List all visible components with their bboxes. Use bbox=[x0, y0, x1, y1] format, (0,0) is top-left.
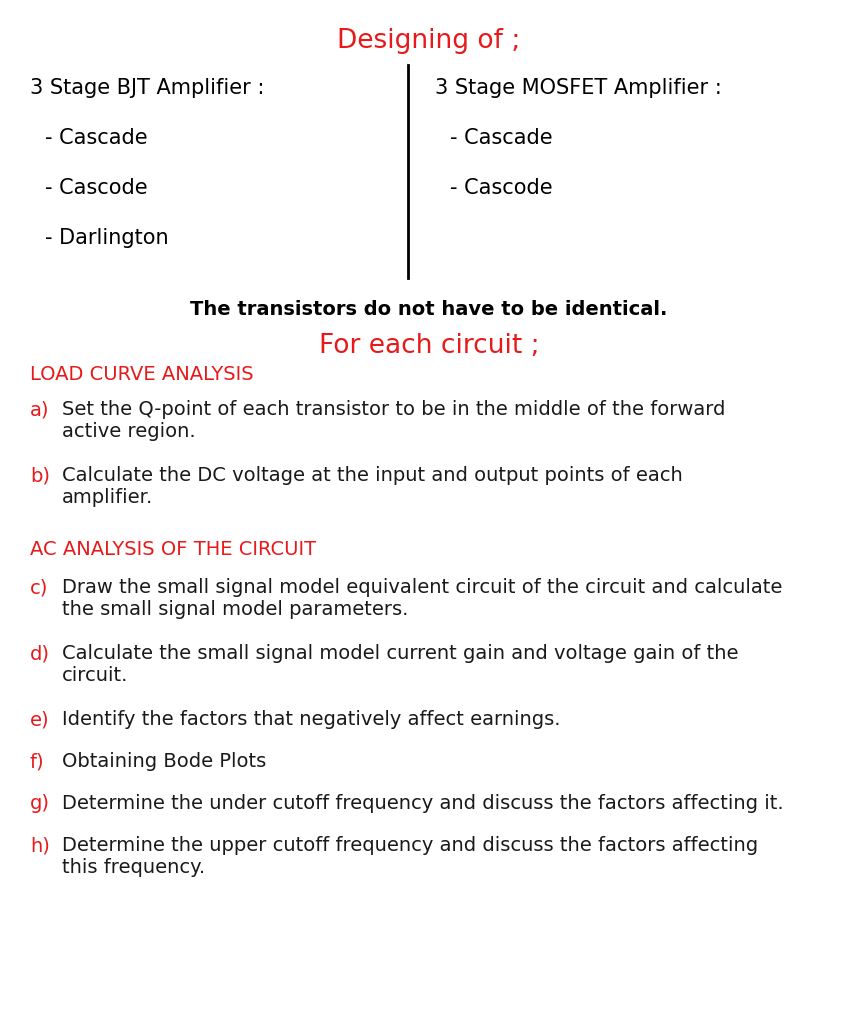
Text: - Cascode: - Cascode bbox=[45, 178, 148, 198]
Text: g): g) bbox=[30, 794, 50, 813]
Text: Designing of ;: Designing of ; bbox=[337, 28, 521, 54]
Text: c): c) bbox=[30, 578, 48, 597]
Text: Draw the small signal model equivalent circuit of the circuit and calculate
the : Draw the small signal model equivalent c… bbox=[62, 578, 782, 619]
Text: - Cascade: - Cascade bbox=[450, 128, 553, 148]
Text: Calculate the DC voltage at the input and output points of each
amplifier.: Calculate the DC voltage at the input an… bbox=[62, 466, 683, 507]
Text: d): d) bbox=[30, 644, 50, 663]
Text: For each circuit ;: For each circuit ; bbox=[318, 333, 540, 359]
Text: 3 Stage BJT Amplifier :: 3 Stage BJT Amplifier : bbox=[30, 78, 264, 98]
Text: - Cascode: - Cascode bbox=[450, 178, 553, 198]
Text: The transistors do not have to be identical.: The transistors do not have to be identi… bbox=[190, 300, 668, 319]
Text: e): e) bbox=[30, 710, 50, 729]
Text: Calculate the small signal model current gain and voltage gain of the
circuit.: Calculate the small signal model current… bbox=[62, 644, 739, 685]
Text: f): f) bbox=[30, 752, 45, 771]
Text: 3 Stage MOSFET Amplifier :: 3 Stage MOSFET Amplifier : bbox=[435, 78, 722, 98]
Text: a): a) bbox=[30, 400, 50, 419]
Text: h): h) bbox=[30, 836, 50, 855]
Text: Set the Q-point of each transistor to be in the middle of the forward
active reg: Set the Q-point of each transistor to be… bbox=[62, 400, 725, 441]
Text: Identify the factors that negatively affect earnings.: Identify the factors that negatively aff… bbox=[62, 710, 560, 729]
Text: Determine the upper cutoff frequency and discuss the factors affecting
this freq: Determine the upper cutoff frequency and… bbox=[62, 836, 758, 877]
Text: b): b) bbox=[30, 466, 50, 485]
Text: AC ANALYSIS OF THE CIRCUIT: AC ANALYSIS OF THE CIRCUIT bbox=[30, 540, 316, 559]
Text: Determine the under cutoff frequency and discuss the factors affecting it.: Determine the under cutoff frequency and… bbox=[62, 794, 783, 813]
Text: - Cascade: - Cascade bbox=[45, 128, 148, 148]
Text: LOAD CURVE ANALYSIS: LOAD CURVE ANALYSIS bbox=[30, 365, 254, 384]
Text: Obtaining Bode Plots: Obtaining Bode Plots bbox=[62, 752, 266, 771]
Text: - Darlington: - Darlington bbox=[45, 228, 169, 248]
